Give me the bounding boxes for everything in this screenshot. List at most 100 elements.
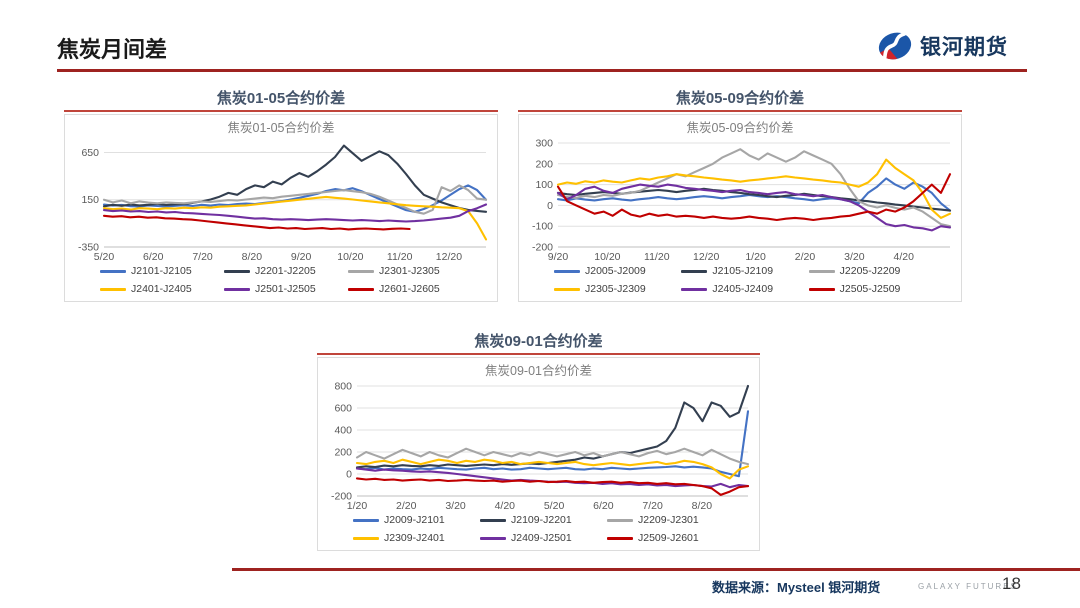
footer-line <box>232 568 1080 571</box>
legend-swatch <box>480 518 506 522</box>
chart-box-05-09: 焦炭05-09合约价差 300 200 100 0 -100 -200 9/20 10/20 1… <box>518 114 962 302</box>
series-line-J2309-J2401 <box>355 458 750 480</box>
panel-underline <box>317 353 760 355</box>
legend-swatch <box>348 287 374 291</box>
series-line-J2109-J2201 <box>355 384 750 469</box>
legend-item-J2305-J2309: J2305-J2309 <box>554 283 681 295</box>
legend-item-J2105-J2109: J2105-J2109 <box>681 265 808 277</box>
page-title: 焦炭月间差 <box>57 37 168 62</box>
legend-swatch <box>607 536 633 540</box>
panel-spread-05-09: 焦炭05-09合约价差 焦炭05-09合约价差 300 200 100 0 -100 -2… <box>518 88 962 302</box>
x-tick-label: 4/20 <box>495 500 516 512</box>
legend-item-J2401-J2405: J2401-J2405 <box>100 283 224 295</box>
footer-data-source: 数据来源：Mysteel 银河期货 <box>712 580 881 595</box>
legend-label: J2309-J2401 <box>384 532 445 544</box>
series-line-J2601-J2605 <box>102 214 411 231</box>
x-tick-label: 6/20 <box>593 500 614 512</box>
y-tick-label: 0 <box>547 200 553 212</box>
series-line-J2301-J2305 <box>102 184 488 215</box>
legend-label: J2401-J2405 <box>131 283 192 295</box>
series-line-J2201-J2205 <box>102 144 488 213</box>
legend-label: J2405-J2409 <box>712 283 774 295</box>
series-line-J2101-J2105 <box>102 184 488 213</box>
legend-item-J2601-J2605: J2601-J2605 <box>348 283 472 295</box>
panel-underline <box>518 110 962 112</box>
x-tick-label: 10/20 <box>594 251 620 263</box>
series-line-J2509-J2601 <box>355 477 750 496</box>
x-tick-label: 7/20 <box>192 251 213 263</box>
legend-label: J2501-J2505 <box>255 283 316 295</box>
header-underline <box>57 69 1027 72</box>
x-tick-label: 8/20 <box>242 251 263 263</box>
x-tick-label: 3/20 <box>844 251 865 263</box>
legend-item-J2405-J2409: J2405-J2409 <box>681 283 808 295</box>
x-tick-label: 8/20 <box>692 500 713 512</box>
panel-title-01-05: 焦炭01-05合约价差 <box>216 90 346 107</box>
galaxy-logo-icon <box>878 32 912 60</box>
series-line-J2405-J2409 <box>556 183 952 232</box>
chart-inner-title: 焦炭09-01合约价差 <box>485 364 592 378</box>
x-tick-label: 7/20 <box>642 500 663 512</box>
legend-label: J2109-J2201 <box>511 514 572 526</box>
series-line-J2009-J2101 <box>355 410 750 478</box>
legend-item-J2309-J2401: J2309-J2401 <box>353 532 480 544</box>
series-line-J2505-J2509 <box>556 173 952 222</box>
y-tick-label: -200 <box>532 242 553 254</box>
legend-label: J2101-J2105 <box>131 265 192 277</box>
legend-swatch <box>224 287 250 291</box>
x-tick-label: 5/20 <box>94 251 115 263</box>
series-line-J2209-J2301 <box>355 447 750 466</box>
legend-label: J2209-J2301 <box>638 514 699 526</box>
legend-swatch <box>100 269 126 273</box>
x-tick-label: 1/20 <box>347 500 368 512</box>
legend-label: J2005-J2009 <box>585 265 646 277</box>
y-tick-label: 600 <box>334 403 352 415</box>
legend-label: J2105-J2109 <box>712 265 774 277</box>
legend-swatch <box>353 536 379 540</box>
x-tick-label: 12/20 <box>693 251 719 263</box>
legend-item-J2301-J2305: J2301-J2305 <box>348 265 472 277</box>
panel-title-05-09: 焦炭05-09合约价差 <box>675 90 805 107</box>
panel-spread-01-05: 焦炭01-05合约价差 焦炭01-05合约价差 650 150 -350 5/20 6/… <box>64 88 498 302</box>
chart-box-09-01: 焦炭09-01合约价差 800 600 400 200 0 -200 1/20 2/20 3/2… <box>317 357 760 551</box>
x-tick-label: 3/20 <box>445 500 466 512</box>
legend-swatch <box>353 518 379 522</box>
x-tick-label: 11/20 <box>387 251 413 263</box>
legend-swatch <box>681 287 708 291</box>
legend-item-J2109-J2201: J2109-J2201 <box>480 514 607 526</box>
x-tick-label: 1/20 <box>745 251 766 263</box>
panel-spread-09-01: 焦炭09-01合约价差 焦炭09-01合约价差 800 600 400 200 0 -20… <box>317 331 760 551</box>
chart-inner-title: 焦炭05-09合约价差 <box>686 121 794 135</box>
legend-swatch <box>100 287 126 291</box>
footer-brand: GALAXY FUTURES <box>918 582 1018 591</box>
legend-label: J2505-J2509 <box>839 283 901 295</box>
chart-box-01-05: 焦炭01-05合约价差 650 150 -350 5/20 6/20 7/20 8/20 9/… <box>64 114 498 302</box>
legend-item-J2505-J2509: J2505-J2509 <box>808 283 936 295</box>
legend-swatch <box>607 518 633 522</box>
y-tick-label: -200 <box>331 491 352 503</box>
legend-label: J2201-J2205 <box>255 265 316 277</box>
y-tick-label: 200 <box>334 447 352 459</box>
legend-label: J2301-J2305 <box>379 265 440 277</box>
x-tick-label: 11/20 <box>644 251 670 263</box>
legend-item-J2201-J2205: J2201-J2205 <box>224 265 348 277</box>
legend-swatch <box>554 269 580 273</box>
galaxy-logo-text: 银河期货 <box>920 36 1008 59</box>
chart-legend-01-05: J2101-J2105 J2201-J2205 J2301-J2305 J2401-J… <box>100 265 472 295</box>
y-tick-label: -350 <box>78 242 99 254</box>
legend-label: J2509-J2601 <box>638 532 699 544</box>
legend-swatch <box>681 269 708 273</box>
series-line-J2205-J2209 <box>556 148 952 228</box>
legend-item-J2509-J2601: J2509-J2601 <box>607 532 734 544</box>
legend-label: J2409-J2501 <box>511 532 572 544</box>
y-tick-label: 200 <box>535 158 553 170</box>
x-tick-label: 2/20 <box>396 500 417 512</box>
legend-swatch <box>348 269 374 273</box>
legend-item-J2409-J2501: J2409-J2501 <box>480 532 607 544</box>
x-tick-label: 10/20 <box>337 251 363 263</box>
chart-inner-title: 焦炭01-05合约价差 <box>227 121 335 135</box>
y-tick-label: 400 <box>334 425 352 437</box>
series-line-J2305-J2309 <box>556 158 952 219</box>
